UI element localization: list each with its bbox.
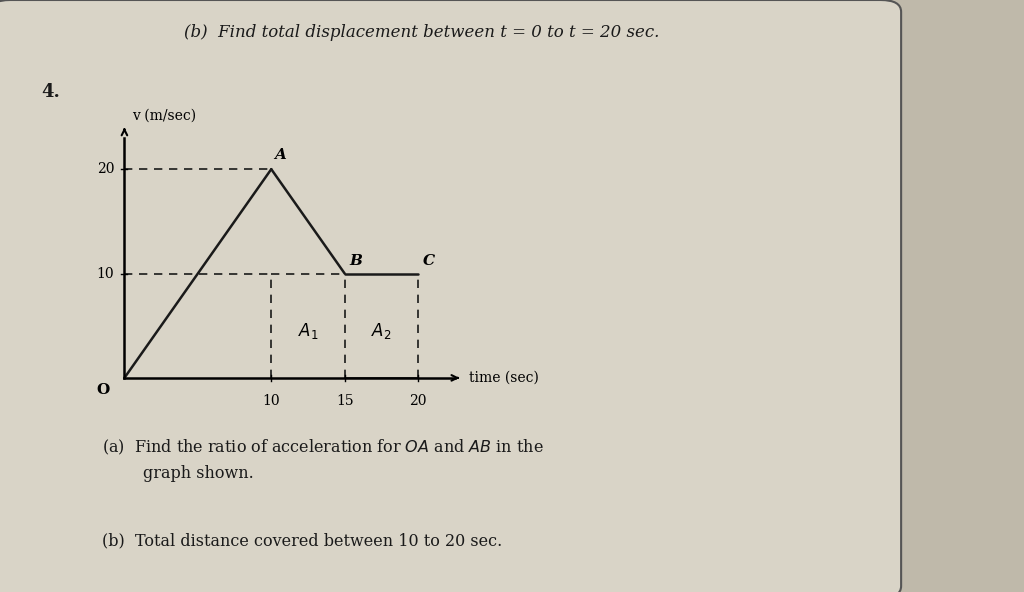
Text: $A_2$: $A_2$: [371, 321, 391, 341]
Text: $A_1$: $A_1$: [298, 321, 318, 341]
Text: A: A: [274, 148, 286, 162]
Text: (b)  Total distance covered between 10 to 20 sec.: (b) Total distance covered between 10 to…: [102, 533, 503, 550]
Text: v (m/sec): v (m/sec): [132, 108, 196, 122]
Text: 10: 10: [262, 394, 281, 407]
Text: (b)  Find total displacement between t = 0 to t = 20 sec.: (b) Find total displacement between t = …: [184, 24, 659, 41]
Text: 15: 15: [336, 394, 353, 407]
Text: 20: 20: [96, 162, 114, 176]
Text: B: B: [349, 255, 361, 268]
Text: C: C: [423, 255, 434, 268]
Text: O: O: [96, 383, 110, 397]
Text: time (sec): time (sec): [469, 371, 540, 385]
Text: 4.: 4.: [41, 83, 59, 101]
Text: 20: 20: [410, 394, 427, 407]
Text: 10: 10: [96, 266, 114, 281]
Text: (a)  Find the ratio of acceleration for $OA$ and $AB$ in the
        graph shown: (a) Find the ratio of acceleration for $…: [102, 438, 544, 482]
